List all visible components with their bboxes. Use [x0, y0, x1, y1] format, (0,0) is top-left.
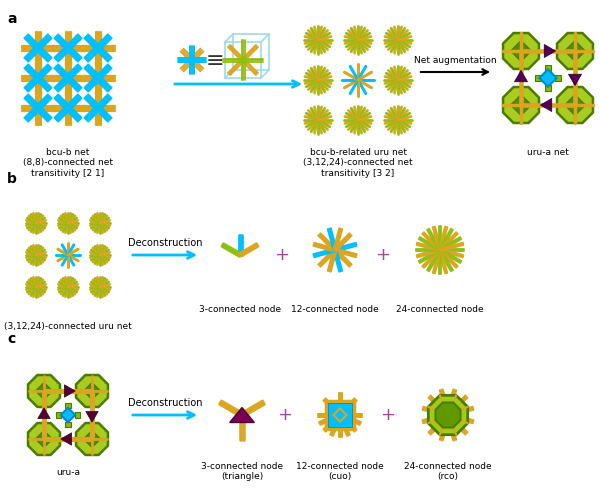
Text: b: b	[7, 172, 17, 186]
Polygon shape	[75, 412, 80, 418]
Polygon shape	[565, 95, 585, 115]
Text: +: +	[376, 246, 391, 264]
Text: (3,12,24)-connected uru net: (3,12,24)-connected uru net	[4, 322, 132, 331]
Polygon shape	[86, 411, 98, 422]
Polygon shape	[511, 95, 531, 115]
Text: 24-connected node: 24-connected node	[396, 305, 484, 314]
Text: +: +	[277, 406, 293, 424]
Polygon shape	[568, 74, 581, 86]
Polygon shape	[61, 433, 71, 445]
Text: 3-connected node
(triangle): 3-connected node (triangle)	[201, 462, 283, 481]
Polygon shape	[38, 408, 50, 419]
Polygon shape	[230, 407, 254, 423]
Text: a: a	[7, 12, 17, 26]
Text: c: c	[7, 332, 15, 346]
Polygon shape	[327, 402, 353, 428]
Polygon shape	[35, 430, 52, 447]
Polygon shape	[514, 70, 527, 82]
Text: Net augmentation: Net augmentation	[413, 56, 496, 65]
Polygon shape	[76, 375, 108, 407]
Polygon shape	[511, 41, 531, 62]
Polygon shape	[61, 408, 75, 422]
Polygon shape	[503, 33, 539, 69]
Polygon shape	[28, 423, 60, 455]
Polygon shape	[541, 98, 552, 112]
Text: Deconstruction: Deconstruction	[128, 238, 202, 248]
Polygon shape	[65, 422, 71, 427]
Text: 12-connected node: 12-connected node	[291, 305, 379, 314]
Polygon shape	[35, 383, 52, 400]
Polygon shape	[83, 383, 100, 400]
Polygon shape	[565, 41, 585, 62]
Polygon shape	[545, 64, 551, 71]
Polygon shape	[557, 33, 593, 69]
Polygon shape	[428, 395, 467, 435]
Text: uru-a: uru-a	[56, 468, 80, 477]
Polygon shape	[76, 423, 108, 455]
Text: ≡: ≡	[206, 51, 224, 71]
Text: 3-connected node: 3-connected node	[199, 305, 281, 314]
Polygon shape	[65, 403, 71, 408]
Polygon shape	[539, 69, 557, 87]
Polygon shape	[544, 44, 556, 58]
Polygon shape	[555, 75, 562, 81]
Polygon shape	[545, 85, 551, 92]
Text: Deconstruction: Deconstruction	[128, 398, 202, 408]
Polygon shape	[557, 87, 593, 123]
Text: 12-connected node
(cuo): 12-connected node (cuo)	[296, 462, 384, 481]
Polygon shape	[56, 412, 61, 418]
Text: 24-connected node
(rco): 24-connected node (rco)	[404, 462, 492, 481]
Polygon shape	[436, 402, 460, 428]
Text: uru-a net: uru-a net	[527, 148, 569, 157]
Polygon shape	[535, 75, 541, 81]
Text: bcu-b-related uru net
(3,12,24)-connected net
transitivity [3 2]: bcu-b-related uru net (3,12,24)-connecte…	[303, 148, 413, 178]
Text: +: +	[275, 246, 290, 264]
Polygon shape	[503, 87, 539, 123]
Polygon shape	[64, 385, 75, 397]
Text: +: +	[380, 406, 395, 424]
Polygon shape	[28, 375, 60, 407]
Polygon shape	[83, 430, 100, 447]
Text: bcu-b net
(8,8)-connected net
transitivity [2 1]: bcu-b net (8,8)-connected net transitivi…	[23, 148, 113, 178]
